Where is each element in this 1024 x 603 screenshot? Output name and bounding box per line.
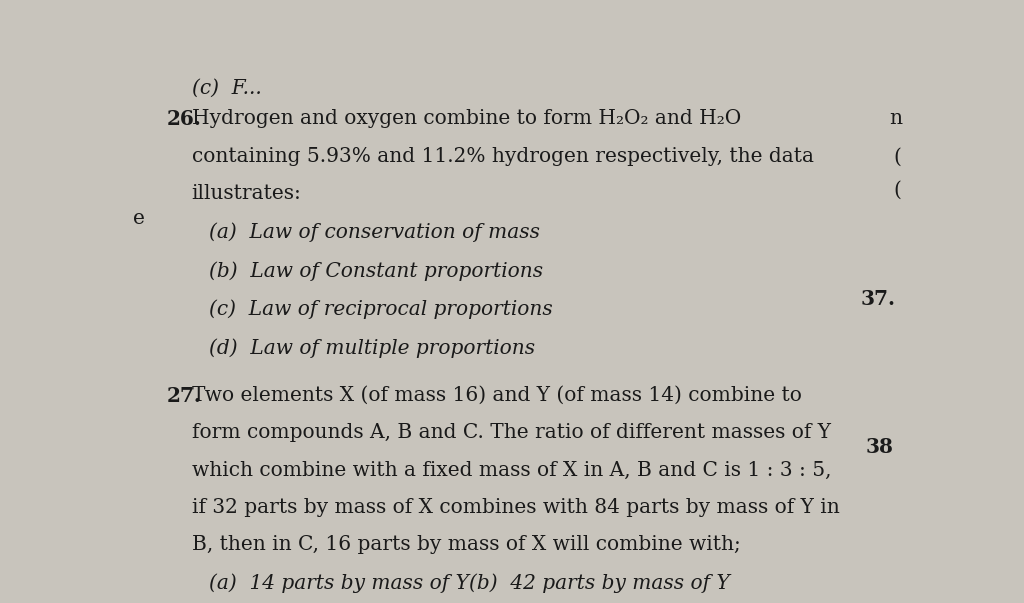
Text: if 32 parts by mass of X combines with 84 parts by mass of Y in: if 32 parts by mass of X combines with 8…: [191, 498, 840, 517]
Text: e: e: [133, 209, 144, 229]
Text: (d)  Law of multiple proportions: (d) Law of multiple proportions: [209, 338, 536, 358]
Text: (b)  Law of Constant proportions: (b) Law of Constant proportions: [209, 261, 544, 280]
Text: 27.: 27.: [167, 386, 202, 406]
Text: (a)  Law of conservation of mass: (a) Law of conservation of mass: [209, 223, 541, 242]
Text: (a)  14 parts by mass of Y: (a) 14 parts by mass of Y: [209, 573, 469, 593]
Text: (c)  Law of reciprocal proportions: (c) Law of reciprocal proportions: [209, 300, 553, 319]
Text: which combine with a fixed mass of X in A, B and C is 1 : 3 : 5,: which combine with a fixed mass of X in …: [191, 461, 831, 479]
Text: 37.: 37.: [860, 289, 895, 309]
Text: Hydrogen and oxygen combine to form H₂O₂ and H₂O: Hydrogen and oxygen combine to form H₂O₂…: [191, 109, 740, 128]
Text: n: n: [889, 109, 902, 128]
Text: form compounds A, B and C. The ratio of different masses of Y: form compounds A, B and C. The ratio of …: [191, 423, 830, 442]
Text: illustrates:: illustrates:: [191, 184, 301, 203]
Text: (: (: [894, 181, 901, 200]
Text: B, then in C, 16 parts by mass of X will combine with;: B, then in C, 16 parts by mass of X will…: [191, 535, 740, 554]
Text: (c)  F...: (c) F...: [191, 78, 261, 98]
Text: Two elements X (of mass 16) and Y (of mass 14) combine to: Two elements X (of mass 16) and Y (of ma…: [191, 386, 802, 405]
Text: (b)  42 parts by mass of Y: (b) 42 parts by mass of Y: [469, 573, 730, 593]
Text: 38: 38: [866, 437, 894, 456]
Text: containing 5.93% and 11.2% hydrogen respectively, the data: containing 5.93% and 11.2% hydrogen resp…: [191, 147, 813, 166]
Text: (: (: [894, 148, 901, 167]
Text: 26.: 26.: [167, 109, 202, 129]
